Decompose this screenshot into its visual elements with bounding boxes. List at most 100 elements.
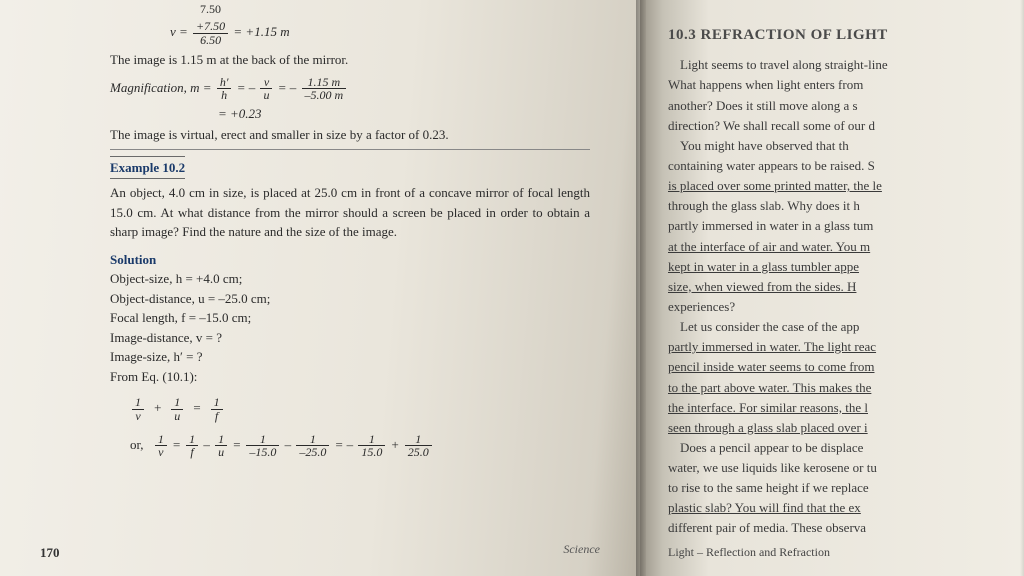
line: experiences? — [668, 297, 1020, 317]
fraction: 1 v — [130, 396, 146, 422]
solution-line: Object-size, h = +4.0 cm; — [110, 269, 590, 289]
line: to rise to the same height if we replace — [668, 478, 1020, 498]
line: plastic slab? You will find that the ex — [668, 498, 1020, 518]
denominator: f — [211, 410, 223, 423]
fraction: 1.15 m –5.00 m — [300, 76, 349, 102]
line: containing water appears to be raised. S — [668, 156, 1020, 176]
fraction: +7.50 6.50 — [191, 20, 230, 46]
text: pencil inside water seems to come from — [668, 359, 875, 374]
book-gutter — [636, 0, 646, 576]
line: partly immersed in water in a glass tum — [668, 216, 1020, 236]
denominator: 6.50 — [193, 34, 228, 47]
numerator: 1 — [358, 433, 385, 447]
paragraph: Does a pencil appear to be displace wate… — [668, 438, 1024, 539]
text: partly immersed in water. The light reac — [668, 339, 876, 354]
text: size, when viewed from the sides. H — [668, 279, 856, 294]
text: kept in water in a glass tumbler appe — [668, 259, 859, 274]
line: pencil inside water seems to come from — [668, 357, 1020, 377]
denominator: 25.0 — [405, 446, 432, 459]
fraction: 1u — [213, 433, 229, 459]
magnification-value: = +0.23 — [110, 104, 590, 124]
denominator: –5.00 m — [302, 89, 347, 102]
solution-line: Focal length, f = –15.0 cm; — [110, 308, 590, 328]
line: the interface. For similar reasons, the … — [668, 398, 1020, 418]
text: plastic slab? You will find that the ex — [668, 500, 861, 515]
line: is placed over some printed matter, the … — [668, 176, 1020, 196]
page-number: 170 — [40, 543, 60, 563]
solution-line: Image-size, h′ = ? — [110, 347, 590, 367]
fraction: 1–15.0 — [244, 433, 281, 459]
solution-line: From Eq. (10.1): — [110, 367, 590, 387]
numerator: v — [260, 76, 272, 90]
text: is placed over some printed matter, the … — [668, 178, 882, 193]
line: partly immersed in water. The light reac — [668, 337, 1020, 357]
fraction: 1 u — [169, 396, 185, 422]
text-line: The image is 1.15 m at the back of the m… — [110, 50, 590, 70]
fraction: 125.0 — [403, 433, 434, 459]
top-fraction-num: 7.50 — [110, 0, 590, 18]
fraction: 1–25.0 — [294, 433, 331, 459]
numerator: +7.50 — [193, 20, 228, 34]
denominator: v — [132, 410, 144, 423]
line: You might have observed that th — [668, 136, 1020, 156]
op: + — [149, 400, 166, 415]
line: water, we use liquids like kerosene or t… — [668, 458, 1020, 478]
op: = — [232, 437, 244, 452]
solution-heading: Solution — [110, 250, 590, 270]
fraction: v u — [258, 76, 274, 102]
fraction: 115.0 — [356, 433, 387, 459]
equation-v: v = +7.50 6.50 = +1.15 m — [110, 20, 590, 46]
text-line: The image is virtual, erect and smaller … — [110, 125, 590, 145]
line: What happens when light enters from — [668, 75, 1020, 95]
numerator: 1 — [246, 433, 279, 447]
paragraph: Light seems to travel along straight-lin… — [668, 55, 1024, 136]
denominator: u — [171, 410, 183, 423]
numerator: 1 — [215, 433, 227, 447]
numerator: h′ — [217, 76, 232, 90]
value: = +0.23 — [218, 106, 262, 121]
op: = – — [237, 80, 256, 95]
left-page: 7.50 v = +7.50 6.50 = +1.15 m The image … — [0, 0, 640, 576]
op: – — [285, 437, 295, 452]
numerator: 1 — [155, 433, 167, 447]
denominator: h — [217, 89, 232, 102]
denominator: v — [155, 446, 167, 459]
numerator: 1 — [296, 433, 329, 447]
or-label: or, — [130, 437, 150, 452]
denominator: –25.0 — [296, 446, 329, 459]
op: = — [189, 400, 206, 415]
numerator: 1.15 m — [302, 76, 347, 90]
fraction: 1v — [153, 433, 169, 459]
denominator: 15.0 — [358, 446, 385, 459]
example-heading: Example 10.2 — [110, 156, 185, 180]
denominator: f — [186, 446, 198, 459]
numerator: 1 — [132, 396, 144, 410]
chapter-footer: Light – Reflection and Refraction — [668, 543, 830, 562]
line: Let us consider the case of the app — [668, 317, 1020, 337]
text: seen through a glass slab placed over i — [668, 420, 868, 435]
numerator: 1 — [171, 396, 183, 410]
mirror-equation: 1 v + 1 u = 1 f — [130, 396, 590, 422]
denominator: u — [215, 446, 227, 459]
line: to the part above water. This makes the — [668, 378, 1020, 398]
example-body: An object, 4.0 cm in size, is placed at … — [110, 183, 590, 242]
paragraph: Let us consider the case of the app part… — [668, 317, 1024, 438]
right-page: 10.3 REFRACTION OF LIGHT Light seems to … — [640, 0, 1024, 576]
op: = – — [335, 437, 357, 452]
line: at the interface of air and water. You m — [668, 237, 1020, 257]
book-spread: 7.50 v = +7.50 6.50 = +1.15 m The image … — [0, 0, 1024, 576]
section-heading: 10.3 REFRACTION OF LIGHT — [668, 24, 1024, 47]
fraction: h′ h — [215, 76, 234, 102]
numerator: 1 — [186, 433, 198, 447]
line: another? Does it still move along a s — [668, 96, 1020, 116]
fraction: 1 f — [209, 396, 225, 422]
subject-label: Science — [563, 540, 600, 558]
page-edge — [1020, 0, 1024, 576]
label: Magnification, m = — [110, 80, 212, 95]
line: different pair of media. These observa — [668, 518, 1020, 538]
value: 7.50 — [200, 2, 221, 16]
op: = — [172, 437, 184, 452]
paragraph: You might have observed that th containi… — [668, 136, 1024, 317]
line: kept in water in a glass tumbler appe — [668, 257, 1020, 277]
line: Does a pencil appear to be displace — [668, 438, 1020, 458]
